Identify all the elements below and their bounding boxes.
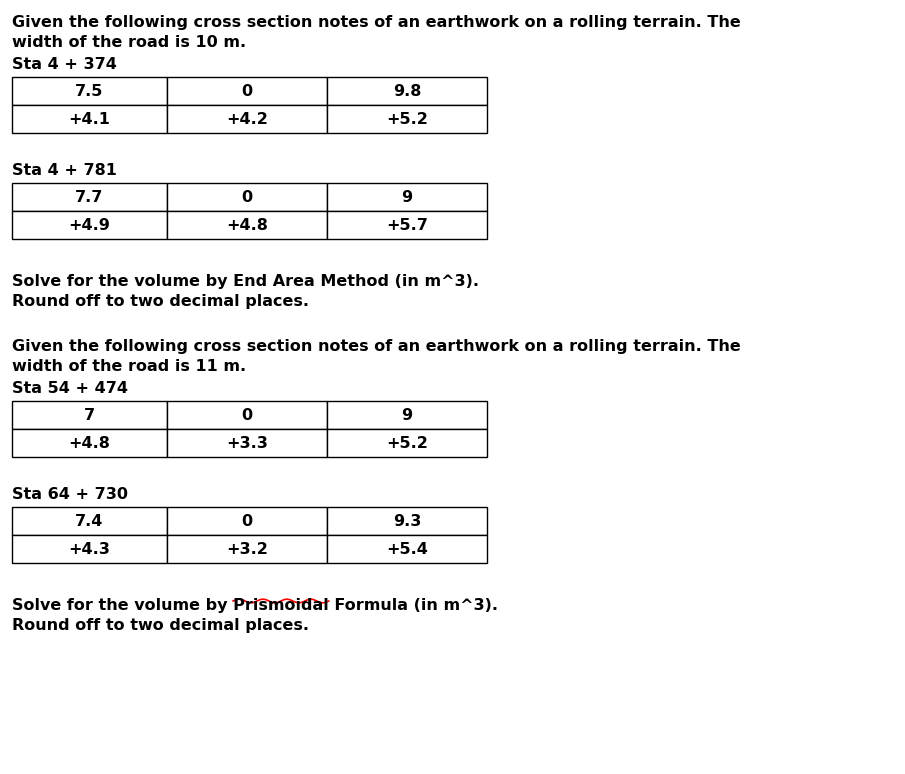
Text: 9.8: 9.8 <box>393 84 421 98</box>
Bar <box>327 507 487 535</box>
Text: Solve for the volume by End Area Method (in m^3).: Solve for the volume by End Area Method … <box>12 274 479 289</box>
Bar <box>12 183 167 211</box>
Text: Sta 54 + 474: Sta 54 + 474 <box>12 381 128 396</box>
Text: Sta 64 + 730: Sta 64 + 730 <box>12 487 128 502</box>
Text: Solve for the volume by: Solve for the volume by <box>12 598 233 613</box>
Bar <box>12 535 167 563</box>
Text: +4.1: +4.1 <box>69 111 110 126</box>
Text: 7.4: 7.4 <box>75 513 104 529</box>
Text: 0: 0 <box>242 513 252 529</box>
Bar <box>12 77 167 105</box>
Bar <box>327 77 487 105</box>
Text: 0: 0 <box>242 190 252 204</box>
Bar <box>327 211 487 239</box>
Bar <box>12 211 167 239</box>
Text: +5.2: +5.2 <box>386 111 428 126</box>
Bar <box>167 183 327 211</box>
Text: width of the road is 10 m.: width of the road is 10 m. <box>12 35 246 50</box>
Text: 9.3: 9.3 <box>393 513 421 529</box>
Text: +3.3: +3.3 <box>226 436 268 450</box>
Bar <box>327 401 487 429</box>
Text: Sta 4 + 781: Sta 4 + 781 <box>12 163 117 178</box>
Text: Prismoidal: Prismoidal <box>233 598 329 613</box>
Text: 9: 9 <box>402 190 413 204</box>
Text: Round off to two decimal places.: Round off to two decimal places. <box>12 294 309 309</box>
Text: 0: 0 <box>242 407 252 423</box>
Text: +4.2: +4.2 <box>226 111 268 126</box>
Bar <box>327 535 487 563</box>
Bar <box>12 507 167 535</box>
Bar <box>167 507 327 535</box>
Bar <box>327 183 487 211</box>
Bar <box>12 105 167 133</box>
Text: 7: 7 <box>84 407 95 423</box>
Text: 0: 0 <box>242 84 252 98</box>
Text: +3.2: +3.2 <box>226 542 268 557</box>
Text: Given the following cross section notes of an earthwork on a rolling terrain. Th: Given the following cross section notes … <box>12 15 741 30</box>
Bar <box>12 429 167 457</box>
Text: +4.3: +4.3 <box>69 542 110 557</box>
Text: 9: 9 <box>402 407 413 423</box>
Bar <box>327 105 487 133</box>
Bar <box>167 105 327 133</box>
Text: Sta 4 + 374: Sta 4 + 374 <box>12 57 117 72</box>
Text: Given the following cross section notes of an earthwork on a rolling terrain. Th: Given the following cross section notes … <box>12 339 741 354</box>
Text: +5.7: +5.7 <box>386 217 428 232</box>
Bar <box>327 429 487 457</box>
Bar <box>167 77 327 105</box>
Bar <box>167 429 327 457</box>
Text: +4.9: +4.9 <box>69 217 110 232</box>
Text: +5.2: +5.2 <box>386 436 428 450</box>
Text: +4.8: +4.8 <box>69 436 110 450</box>
Text: 7.7: 7.7 <box>75 190 104 204</box>
Text: +4.8: +4.8 <box>226 217 268 232</box>
Bar <box>167 211 327 239</box>
Bar <box>167 401 327 429</box>
Text: +5.4: +5.4 <box>386 542 428 557</box>
Text: width of the road is 11 m.: width of the road is 11 m. <box>12 359 246 374</box>
Bar <box>167 535 327 563</box>
Text: Solve for the volume by Prismoidal Formula (in m^3).: Solve for the volume by Prismoidal Formu… <box>12 598 498 613</box>
Bar <box>12 401 167 429</box>
Text: Round off to two decimal places.: Round off to two decimal places. <box>12 618 309 633</box>
Text: 7.5: 7.5 <box>75 84 104 98</box>
